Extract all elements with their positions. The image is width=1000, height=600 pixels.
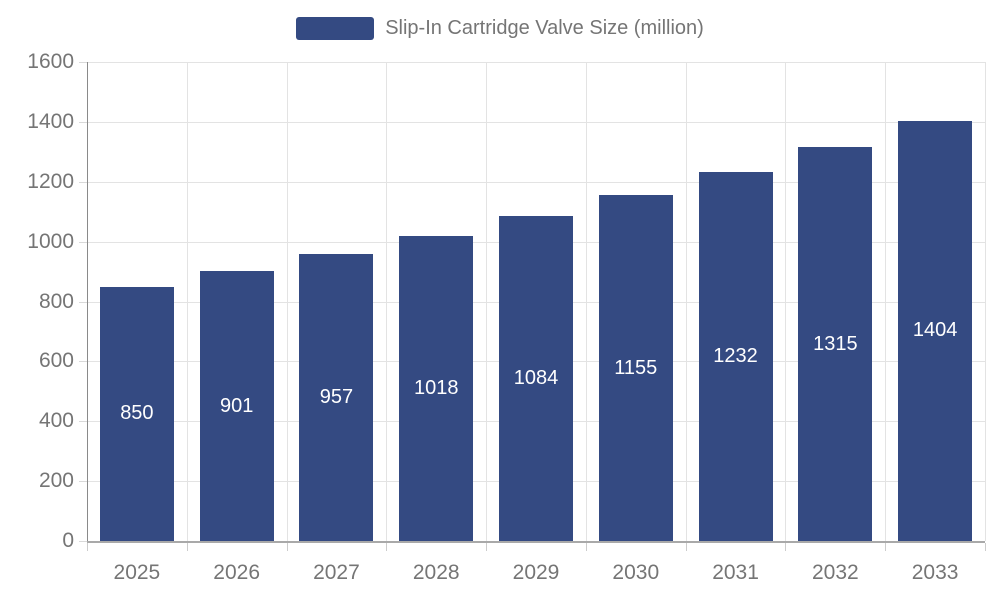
x-axis-tick: [87, 543, 88, 551]
y-axis-tick: [79, 481, 87, 483]
x-axis-label: 2027: [313, 561, 360, 584]
bar: 957: [299, 254, 374, 541]
x-axis-tick: [286, 543, 288, 551]
x-axis-line: [87, 541, 985, 543]
y-axis-tick: [79, 541, 87, 542]
y-axis-label: 0: [62, 529, 74, 552]
y-axis-label: 1000: [27, 229, 74, 253]
bar-value-label: 901: [219, 394, 254, 417]
bar: 850: [99, 286, 174, 541]
x-axis-label: 2033: [911, 561, 959, 584]
y-axis-label: 400: [38, 409, 74, 433]
x-axis-tick: [785, 543, 787, 551]
x-axis-tick: [386, 543, 388, 551]
v-gridline: [785, 62, 787, 541]
y-axis-label: 200: [38, 469, 74, 493]
y-axis-tick: [79, 62, 87, 63]
legend[interactable]: Slip-In Cartridge Valve Size (million): [0, 17, 1000, 40]
bar: 1315: [798, 147, 873, 541]
v-gridline: [885, 62, 887, 541]
bar: 1084: [499, 216, 573, 541]
y-axis-label: 1400: [27, 109, 74, 133]
x-axis-tick: [685, 543, 687, 551]
bar-value-label: 1155: [614, 356, 658, 379]
x-axis-tick: [486, 543, 488, 551]
y-axis-tick: [79, 121, 87, 123]
h-gridline: [87, 181, 985, 183]
y-axis-label: 600: [38, 349, 74, 373]
legend-label: Slip-In Cartridge Valve Size (million): [385, 17, 704, 39]
v-gridline: [386, 62, 388, 541]
bar-value-label: 1084: [513, 367, 559, 390]
y-axis-tick: [79, 301, 87, 303]
legend-swatch: [296, 17, 375, 40]
y-axis-tick: [79, 181, 87, 183]
bar-value-label: 1232: [713, 345, 758, 368]
x-axis-tick: [985, 543, 986, 551]
v-gridline: [286, 62, 288, 541]
v-gridline: [186, 62, 188, 541]
x-axis-tick: [186, 543, 188, 551]
bar-value-label: 850: [120, 402, 154, 425]
v-gridline: [685, 62, 687, 541]
bar: 1404: [898, 120, 973, 541]
bar-value-label: 1404: [912, 319, 958, 342]
x-axis-tick: [885, 543, 887, 551]
y-axis-tick: [79, 361, 87, 363]
h-gridline: [87, 62, 985, 63]
y-axis-label: 1200: [27, 169, 74, 193]
v-gridline: [985, 62, 986, 541]
bar-value-label: 957: [319, 386, 354, 409]
v-gridline: [585, 62, 587, 541]
x-axis-label: 2030: [612, 561, 660, 584]
x-axis-label: 2032: [811, 561, 859, 584]
y-axis-label: 1600: [27, 50, 74, 73]
y-axis-label: 800: [38, 289, 74, 313]
x-axis-tick: [585, 543, 587, 551]
bar-value-label: 1018: [413, 377, 459, 400]
x-axis-label: 2029: [512, 561, 560, 584]
x-axis-label: 2025: [113, 561, 161, 584]
x-axis-label: 2028: [412, 561, 460, 584]
v-gridline: [486, 62, 488, 541]
x-axis-label: 2026: [213, 561, 261, 584]
bar: 1155: [598, 195, 673, 541]
y-axis-tick: [79, 421, 87, 423]
bar: 1232: [698, 172, 773, 541]
y-axis-line: [87, 62, 88, 541]
h-gridline: [87, 121, 985, 123]
bar-value-label: 1315: [813, 332, 858, 355]
y-axis-tick: [79, 241, 87, 243]
bar: 901: [199, 271, 274, 541]
x-axis-label: 2031: [712, 561, 759, 584]
bar: 1018: [399, 236, 474, 541]
